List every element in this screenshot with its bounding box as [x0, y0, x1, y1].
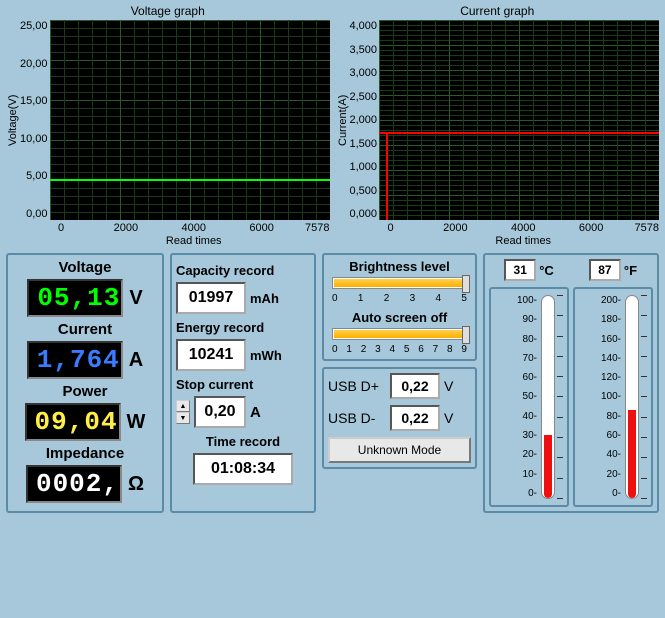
celsius-thermometer: 31 °C 100-90-80-70-60-50-40-30-20-10-0-	[489, 259, 569, 507]
power-lcd: 09,049	[25, 403, 121, 441]
current-chart-title: Current graph	[336, 4, 660, 18]
current-y-label: Current(A)	[336, 20, 350, 220]
current-reading: Current 1,764 A	[12, 321, 158, 379]
fahrenheit-thermometer: 87 °F 200-180-160-140-120-100-80-60-40-2…	[573, 259, 653, 507]
thermometer-tube-icon	[625, 295, 639, 499]
voltage-x-ticks: 02000400060007578	[58, 222, 330, 234]
voltage-plot	[50, 20, 330, 220]
thermometer-panel: 31 °C 100-90-80-70-60-50-40-30-20-10-0- …	[483, 253, 659, 513]
voltage-lcd: 05,13	[27, 279, 123, 317]
current-x-ticks: 02000400060007578	[388, 222, 660, 234]
stop-current-spinner[interactable]: ▲ ▼	[176, 400, 190, 424]
impedance-lcd: 0002,9	[26, 465, 122, 503]
current-chart: Current graph Current(A) 4,0003,5003,000…	[336, 4, 660, 247]
spinner-up-icon[interactable]: ▲	[176, 400, 190, 412]
brightness-slider[interactable]	[332, 277, 467, 289]
readings-panel: Voltage 05,13 V Current 1,764 A Power 09…	[6, 253, 164, 513]
capacity-field[interactable]: 01997	[176, 282, 246, 314]
current-lcd: 1,764	[27, 341, 123, 379]
thermometer-tube-icon	[541, 295, 555, 499]
usb-mode-button[interactable]: Unknown Mode	[328, 437, 471, 463]
usb-dp-row: USB D+ 0,22 V	[328, 373, 471, 399]
voltage-x-label: Read times	[58, 235, 330, 247]
slider-thumb-icon[interactable]	[462, 275, 470, 293]
slider-thumb-icon[interactable]	[462, 326, 470, 344]
power-reading: Power 09,049 W	[12, 383, 158, 441]
impedance-reading: Impedance 0002,9 Ω	[12, 445, 158, 503]
usb-panel: USB D+ 0,22 V USB D- 0,22 V Unknown Mode	[322, 367, 477, 469]
stop-current-field[interactable]: 0,20	[194, 396, 246, 428]
current-y-ticks: 4,0003,5003,0002,5002,0001,5001,0000,500…	[350, 20, 380, 220]
time-record-field[interactable]: 01:08:34	[193, 453, 293, 485]
voltage-y-ticks: 25,0020,0015,0010,005,000,00	[20, 20, 50, 220]
voltage-chart: Voltage graph Voltage(V) 25,0020,0015,00…	[6, 4, 330, 247]
current-plot	[379, 20, 659, 220]
current-x-label: Read times	[388, 235, 660, 247]
usb-dm-field[interactable]: 0,22	[390, 405, 440, 431]
spinner-down-icon[interactable]: ▼	[176, 412, 190, 424]
celsius-badge: 31	[504, 259, 536, 281]
usb-dp-field[interactable]: 0,22	[390, 373, 440, 399]
fahrenheit-badge: 87	[589, 259, 621, 281]
records-panel: Capacity record 01997 mAh Energy record …	[170, 253, 316, 513]
usb-dm-row: USB D- 0,22 V	[328, 405, 471, 431]
voltage-chart-title: Voltage graph	[6, 4, 330, 18]
voltage-y-label: Voltage(V)	[6, 20, 20, 220]
auto-off-slider[interactable]	[332, 328, 467, 340]
energy-field[interactable]: 10241	[176, 339, 246, 371]
voltage-reading: Voltage 05,13 V	[12, 259, 158, 317]
brightness-panel: Brightness level 012345 Auto screen off …	[322, 253, 477, 361]
